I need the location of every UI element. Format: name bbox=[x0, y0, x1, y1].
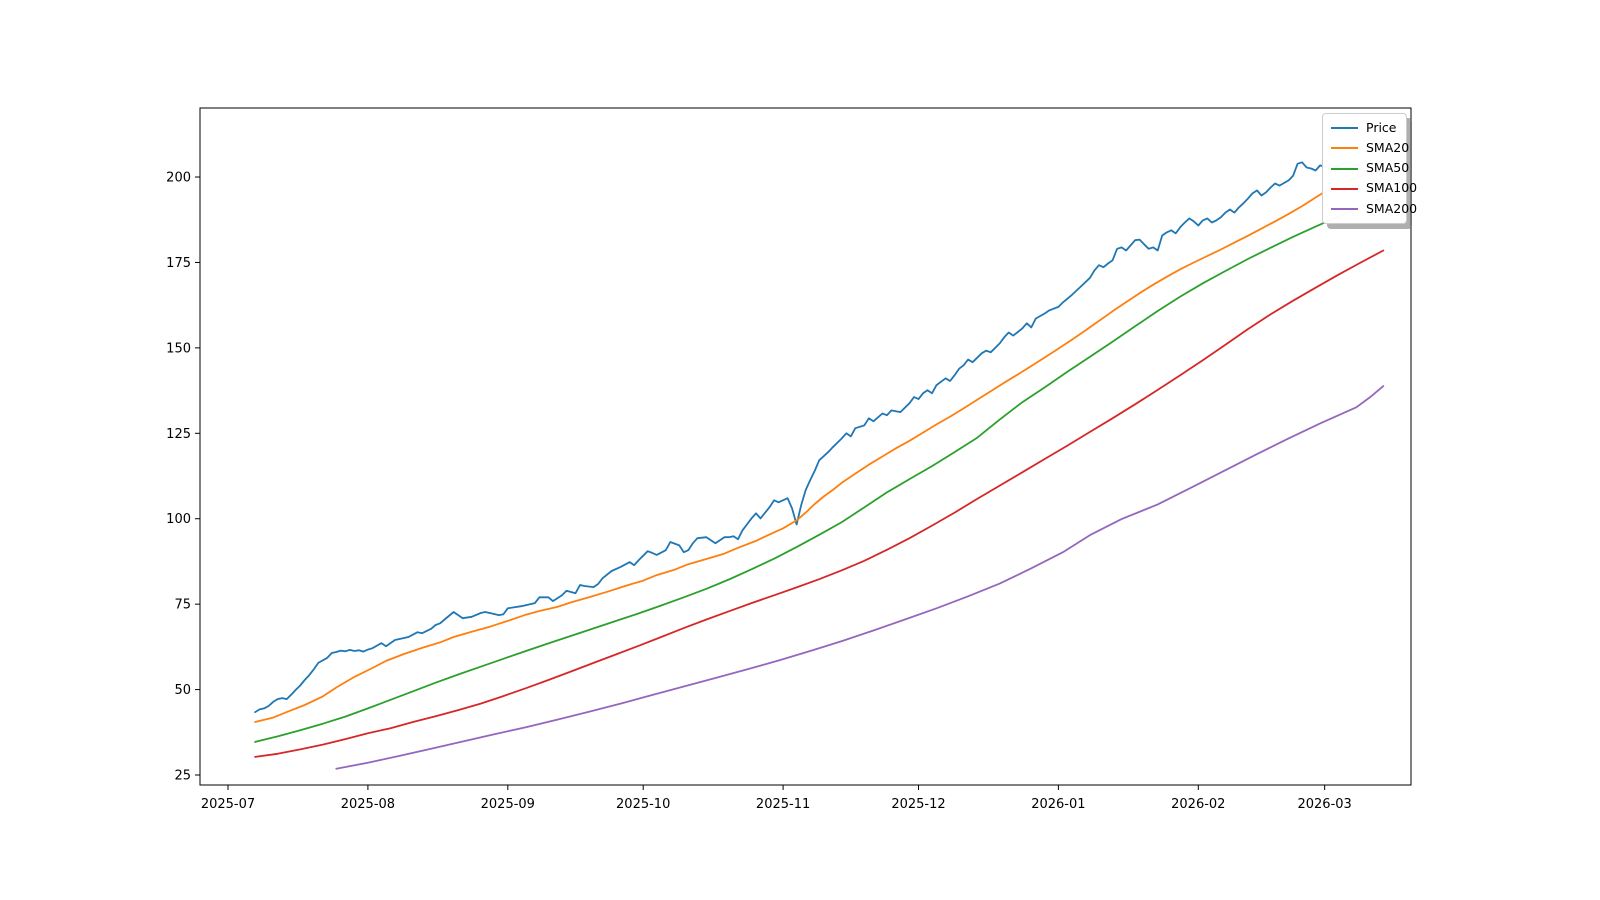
x-tick-label: 2025-09 bbox=[481, 797, 535, 812]
legend-label: SMA50 bbox=[1366, 160, 1410, 176]
y-tick-label: 25 bbox=[174, 769, 191, 784]
x-tick-label: 2025-08 bbox=[341, 797, 395, 812]
legend-item-sma50: SMA50 bbox=[1331, 158, 1409, 178]
legend-item-price: Price bbox=[1331, 118, 1398, 138]
legend: Price SMA20 SMA50 SMA100 SMA200 bbox=[1322, 113, 1417, 224]
legend-label: SMA100 bbox=[1366, 180, 1418, 196]
legend-item-sma20: SMA20 bbox=[1331, 138, 1409, 158]
x-tick-label: 2026-01 bbox=[1031, 797, 1085, 812]
x-tick-label: 2025-11 bbox=[756, 797, 810, 812]
x-tick-label: 2025-10 bbox=[616, 797, 670, 812]
y-tick-label: 125 bbox=[166, 427, 191, 442]
legend-label: SMA200 bbox=[1366, 200, 1418, 216]
x-tick-label: 2025-07 bbox=[201, 797, 255, 812]
series-line-price bbox=[254, 159, 1385, 713]
sma20-line-swatch-icon bbox=[1331, 147, 1358, 150]
y-tick-label: 100 bbox=[166, 512, 191, 527]
y-tick-label: 75 bbox=[174, 598, 191, 613]
series-line-sma50 bbox=[254, 196, 1385, 743]
legend-label: SMA20 bbox=[1366, 140, 1410, 156]
price-line-swatch-icon bbox=[1331, 127, 1358, 130]
sma50-line-swatch-icon bbox=[1331, 167, 1358, 170]
y-tick-label: 50 bbox=[174, 683, 191, 698]
legend-label: Price bbox=[1366, 119, 1397, 135]
x-tick-label: 2026-02 bbox=[1171, 797, 1225, 812]
y-tick-label: 200 bbox=[166, 171, 191, 186]
y-tick-label: 175 bbox=[166, 256, 191, 271]
y-tick-label: 150 bbox=[166, 341, 191, 356]
sma100-line-swatch-icon bbox=[1331, 187, 1358, 190]
legend-item-sma100: SMA100 bbox=[1331, 179, 1417, 199]
axes-frame bbox=[199, 107, 1412, 786]
series-line-sma20 bbox=[254, 167, 1385, 723]
x-tick-label: 2025-12 bbox=[891, 797, 945, 812]
legend-item-sma200: SMA200 bbox=[1331, 199, 1417, 219]
x-tick-label: 2026-03 bbox=[1297, 797, 1351, 812]
sma200-line-swatch-icon bbox=[1331, 207, 1358, 210]
series-line-sma200 bbox=[335, 385, 1385, 770]
series-line-sma100 bbox=[254, 249, 1385, 758]
